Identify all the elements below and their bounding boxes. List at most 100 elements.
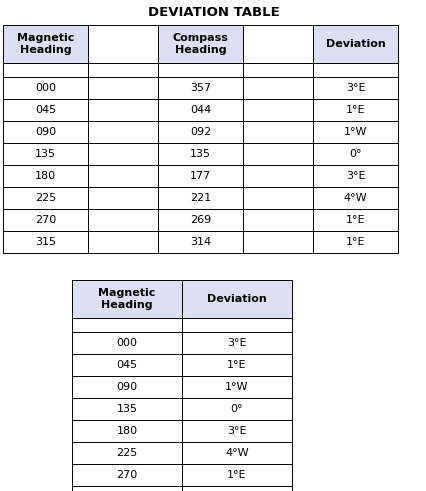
Text: Deviation: Deviation — [325, 39, 385, 49]
Text: 044: 044 — [190, 105, 210, 115]
Text: 045: 045 — [35, 105, 56, 115]
Bar — [158, 121, 242, 143]
Bar — [72, 398, 181, 420]
Bar — [181, 354, 291, 376]
Bar — [88, 165, 158, 187]
Text: 135: 135 — [35, 149, 56, 159]
Bar — [88, 77, 158, 99]
Bar — [3, 165, 88, 187]
Text: Magnetic
Heading: Magnetic Heading — [17, 33, 74, 55]
Text: 000: 000 — [116, 338, 137, 348]
Text: 180: 180 — [35, 171, 56, 181]
Text: 1°E: 1°E — [345, 105, 364, 115]
Text: 221: 221 — [190, 193, 210, 203]
Bar — [88, 121, 158, 143]
Text: 315: 315 — [35, 237, 56, 247]
Bar — [72, 486, 181, 491]
Bar — [3, 209, 88, 231]
Text: 314: 314 — [190, 237, 210, 247]
Text: 0°: 0° — [230, 404, 243, 414]
Bar — [181, 280, 291, 318]
Text: 177: 177 — [190, 171, 210, 181]
Bar — [158, 25, 242, 63]
Bar — [72, 332, 181, 354]
Bar — [72, 464, 181, 486]
Bar — [88, 231, 158, 253]
Text: 0°: 0° — [348, 149, 361, 159]
Bar — [3, 77, 88, 99]
Text: 1°E: 1°E — [345, 237, 364, 247]
Bar — [312, 25, 397, 63]
Bar — [3, 99, 88, 121]
Bar — [181, 332, 291, 354]
Bar — [312, 187, 397, 209]
Bar — [158, 231, 242, 253]
Bar — [312, 143, 397, 165]
Text: 180: 180 — [116, 426, 137, 436]
Bar — [158, 209, 242, 231]
Bar — [88, 143, 158, 165]
Bar — [3, 25, 88, 63]
Bar — [242, 209, 312, 231]
Text: Magnetic
Heading: Magnetic Heading — [98, 288, 155, 310]
Bar — [72, 376, 181, 398]
Text: 357: 357 — [190, 83, 210, 93]
Bar — [72, 318, 181, 332]
Bar — [181, 318, 291, 332]
Text: 1°W: 1°W — [343, 127, 366, 137]
Text: 3°E: 3°E — [345, 83, 364, 93]
Bar — [3, 231, 88, 253]
Bar — [158, 63, 242, 77]
Bar — [181, 376, 291, 398]
Bar — [181, 442, 291, 464]
Bar — [242, 99, 312, 121]
Bar — [3, 143, 88, 165]
Text: DEVIATION TABLE: DEVIATION TABLE — [147, 5, 279, 19]
Bar — [181, 486, 291, 491]
Text: 270: 270 — [35, 215, 56, 225]
Text: 1°W: 1°W — [225, 382, 248, 392]
Bar — [242, 25, 312, 63]
Text: Compass
Heading: Compass Heading — [172, 33, 228, 55]
Bar — [158, 165, 242, 187]
Bar — [312, 231, 397, 253]
Text: 1°E: 1°E — [345, 215, 364, 225]
Bar — [88, 187, 158, 209]
Bar — [72, 354, 181, 376]
Text: 090: 090 — [35, 127, 56, 137]
Text: 135: 135 — [116, 404, 137, 414]
Text: 3°E: 3°E — [227, 338, 246, 348]
Text: 1°E: 1°E — [227, 470, 246, 480]
Bar — [181, 464, 291, 486]
Bar — [242, 187, 312, 209]
Bar — [242, 63, 312, 77]
Bar — [242, 121, 312, 143]
Text: 1°E: 1°E — [227, 360, 246, 370]
Text: 225: 225 — [116, 448, 137, 458]
Bar — [181, 420, 291, 442]
Text: 4°W: 4°W — [343, 193, 366, 203]
Bar — [312, 121, 397, 143]
Bar — [88, 209, 158, 231]
Bar — [3, 121, 88, 143]
Text: 045: 045 — [116, 360, 137, 370]
Text: Deviation: Deviation — [207, 294, 266, 304]
Bar — [72, 420, 181, 442]
Bar — [242, 143, 312, 165]
Bar — [158, 99, 242, 121]
Bar — [158, 77, 242, 99]
Bar — [3, 63, 88, 77]
Bar — [242, 165, 312, 187]
Bar — [72, 280, 181, 318]
Bar — [312, 209, 397, 231]
Bar — [158, 143, 242, 165]
Text: 4°W: 4°W — [225, 448, 248, 458]
Text: 3°E: 3°E — [345, 171, 364, 181]
Text: 092: 092 — [190, 127, 210, 137]
Text: 135: 135 — [190, 149, 210, 159]
Text: 3°E: 3°E — [227, 426, 246, 436]
Bar — [312, 77, 397, 99]
Bar — [181, 398, 291, 420]
Bar — [88, 99, 158, 121]
Bar — [158, 187, 242, 209]
